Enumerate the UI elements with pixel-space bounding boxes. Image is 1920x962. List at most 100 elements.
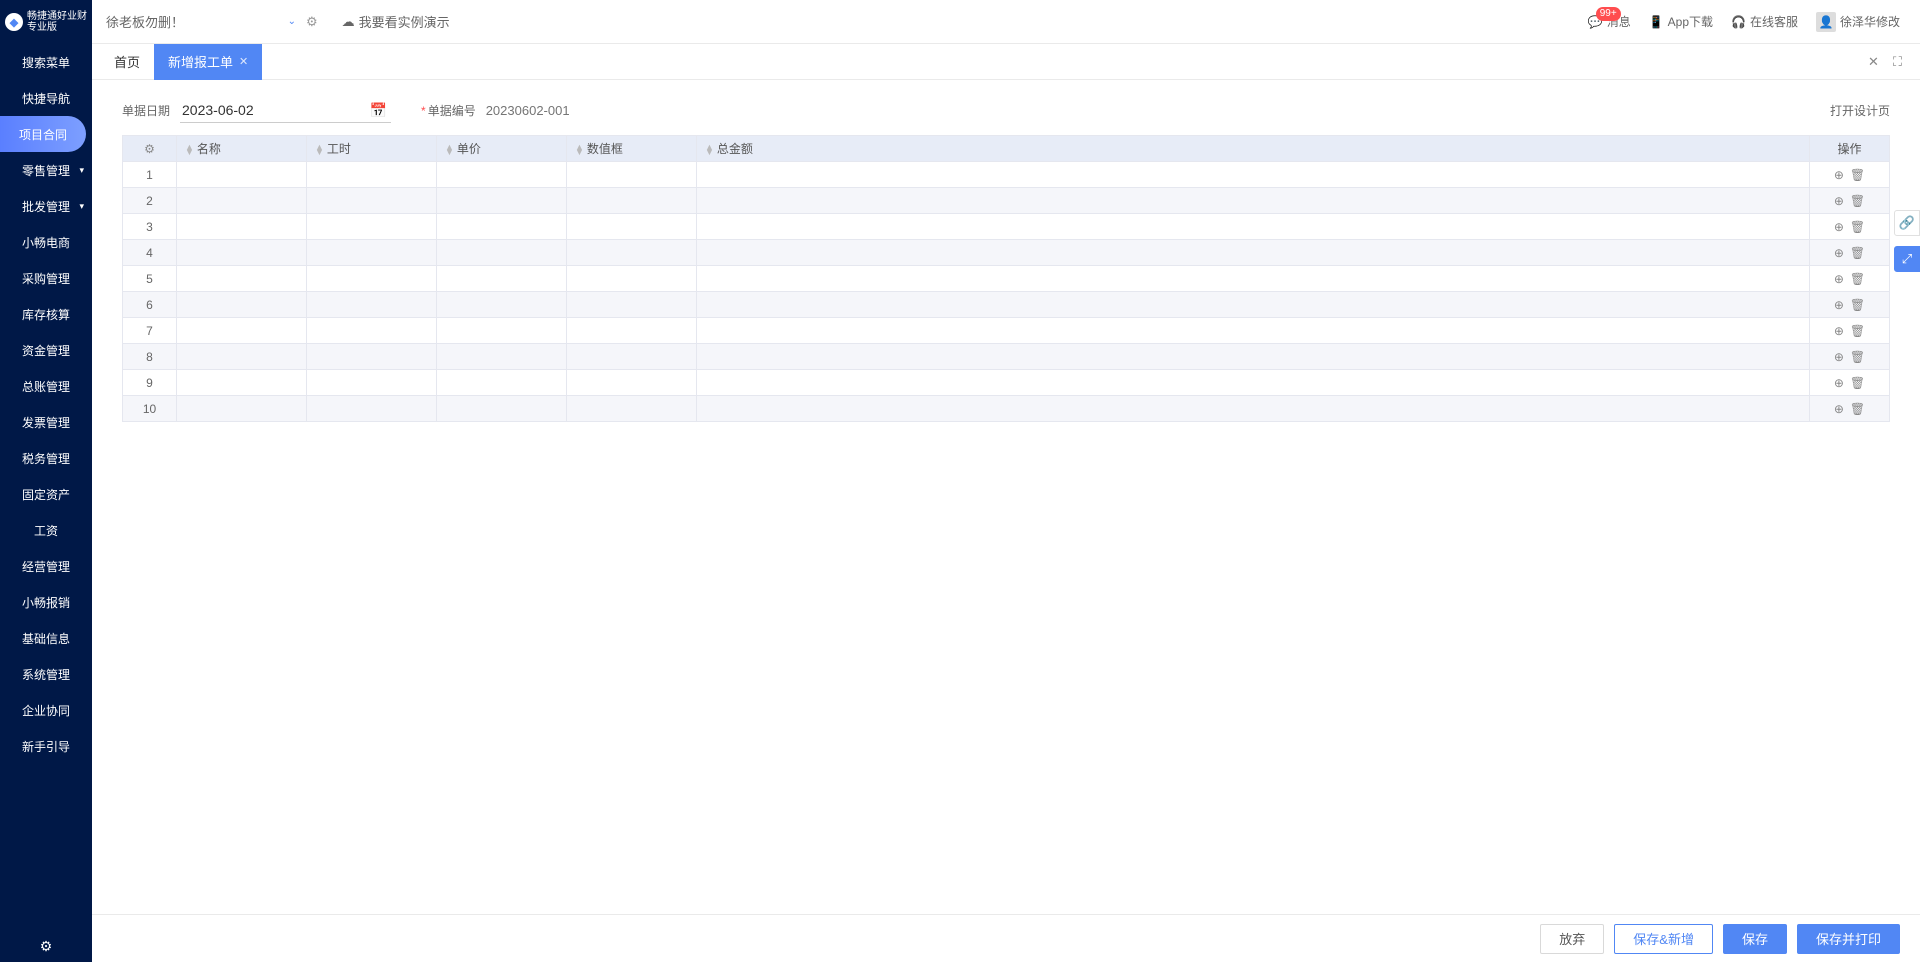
cell-hours[interactable] — [307, 370, 437, 396]
column-settings-icon[interactable]: ⚙ — [123, 136, 177, 162]
demo-link[interactable]: ☁ 我要看实例演示 — [342, 12, 450, 31]
row-add-icon[interactable]: ⊕ — [1834, 272, 1844, 286]
cell-unit-price[interactable] — [437, 266, 567, 292]
cell-name[interactable] — [177, 344, 307, 370]
cell-unit-price[interactable] — [437, 396, 567, 422]
sidebar-item-2[interactable]: 项目合同 — [0, 116, 86, 152]
cell-hours[interactable] — [307, 188, 437, 214]
row-add-icon[interactable]: ⊕ — [1834, 220, 1844, 234]
cell-name[interactable] — [177, 266, 307, 292]
sidebar-item-16[interactable]: 基础信息 — [0, 620, 92, 656]
sidebar-item-13[interactable]: 工资 — [0, 512, 92, 548]
cell-value-box[interactable] — [567, 266, 697, 292]
row-add-icon[interactable]: ⊕ — [1834, 376, 1844, 390]
sidebar-item-19[interactable]: 新手引导 — [0, 728, 92, 764]
sidebar-item-14[interactable]: 经营管理 — [0, 548, 92, 584]
expand-tool[interactable]: ⤢ — [1894, 246, 1920, 272]
cell-name[interactable] — [177, 396, 307, 422]
cell-hours[interactable] — [307, 266, 437, 292]
row-add-icon[interactable]: ⊕ — [1834, 298, 1844, 312]
cell-total[interactable] — [697, 370, 1810, 396]
discard-button[interactable]: 放弃 — [1540, 924, 1604, 954]
sidebar-item-11[interactable]: 税务管理 — [0, 440, 92, 476]
sidebar-item-1[interactable]: 快捷导航 — [0, 80, 92, 116]
cell-total[interactable] — [697, 396, 1810, 422]
cell-hours[interactable] — [307, 344, 437, 370]
row-add-icon[interactable]: ⊕ — [1834, 194, 1844, 208]
cell-unit-price[interactable] — [437, 162, 567, 188]
cell-name[interactable] — [177, 162, 307, 188]
column-header-total[interactable]: ▲▼总金额 — [697, 136, 1810, 162]
sidebar-item-0[interactable]: 搜索菜单 — [0, 44, 92, 80]
save-button[interactable]: 保存 — [1723, 924, 1787, 954]
row-delete-icon[interactable]: 🗑 — [1850, 376, 1865, 390]
cell-name[interactable] — [177, 240, 307, 266]
cell-hours[interactable] — [307, 292, 437, 318]
online-service-button[interactable]: 🎧 在线客服 — [1731, 13, 1798, 30]
cell-total[interactable] — [697, 214, 1810, 240]
cell-value-box[interactable] — [567, 318, 697, 344]
column-header-hours[interactable]: ▲▼工时 — [307, 136, 437, 162]
cell-name[interactable] — [177, 292, 307, 318]
cell-unit-price[interactable] — [437, 344, 567, 370]
sidebar-item-7[interactable]: 库存核算 — [0, 296, 92, 332]
cell-value-box[interactable] — [567, 240, 697, 266]
cell-value-box[interactable] — [567, 214, 697, 240]
row-delete-icon[interactable]: 🗑 — [1850, 298, 1865, 312]
open-design-link[interactable]: 打开设计页 — [1830, 102, 1890, 119]
row-add-icon[interactable]: ⊕ — [1834, 246, 1844, 260]
cell-hours[interactable] — [307, 240, 437, 266]
cell-unit-price[interactable] — [437, 318, 567, 344]
messages-button[interactable]: 99+ 💬 消息 — [1588, 13, 1631, 30]
row-add-icon[interactable]: ⊕ — [1834, 350, 1844, 364]
cell-hours[interactable] — [307, 162, 437, 188]
user-menu[interactable]: 👤 徐泽华修改 — [1816, 12, 1900, 32]
tab-close-icon[interactable]: ✕ — [239, 55, 248, 68]
cell-total[interactable] — [697, 266, 1810, 292]
tabs-close-all-icon[interactable]: ✕ — [1868, 54, 1879, 70]
cell-value-box[interactable] — [567, 188, 697, 214]
sidebar-item-18[interactable]: 企业协同 — [0, 692, 92, 728]
row-delete-icon[interactable]: 🗑 — [1850, 350, 1865, 364]
row-delete-icon[interactable]: 🗑 — [1850, 194, 1865, 208]
row-delete-icon[interactable]: 🗑 — [1850, 220, 1865, 234]
sidebar-item-5[interactable]: 小畅电商 — [0, 224, 92, 260]
cell-total[interactable] — [697, 188, 1810, 214]
cell-hours[interactable] — [307, 396, 437, 422]
cell-name[interactable] — [177, 318, 307, 344]
cell-unit-price[interactable] — [437, 188, 567, 214]
sidebar-item-10[interactable]: 发票管理 — [0, 404, 92, 440]
calendar-icon[interactable]: 📅 — [370, 102, 387, 119]
sidebar-item-4[interactable]: 批发管理▾ — [0, 188, 92, 224]
cell-unit-price[interactable] — [437, 240, 567, 266]
sidebar-item-17[interactable]: 系统管理 — [0, 656, 92, 692]
date-input[interactable] — [180, 98, 391, 123]
row-delete-icon[interactable]: 🗑 — [1850, 168, 1865, 182]
cell-name[interactable] — [177, 370, 307, 396]
cell-unit-price[interactable] — [437, 370, 567, 396]
sidebar-item-12[interactable]: 固定资产 — [0, 476, 92, 512]
row-add-icon[interactable]: ⊕ — [1834, 168, 1844, 182]
tab-new-work-order[interactable]: 新增报工单 ✕ — [154, 44, 262, 80]
cell-unit-price[interactable] — [437, 292, 567, 318]
row-delete-icon[interactable]: 🗑 — [1850, 402, 1865, 416]
workspace-selector[interactable]: 徐老板勿删！ ⌄ — [106, 12, 296, 31]
settings-icon[interactable]: ⚙ — [40, 938, 53, 955]
cell-value-box[interactable] — [567, 396, 697, 422]
row-delete-icon[interactable]: 🗑 — [1850, 272, 1865, 286]
save-and-print-button[interactable]: 保存并打印 — [1797, 924, 1900, 954]
cell-hours[interactable] — [307, 214, 437, 240]
sidebar-item-9[interactable]: 总账管理 — [0, 368, 92, 404]
cell-total[interactable] — [697, 344, 1810, 370]
cell-total[interactable] — [697, 162, 1810, 188]
tab-home[interactable]: 首页 — [100, 44, 154, 80]
cell-total[interactable] — [697, 318, 1810, 344]
cell-unit-price[interactable] — [437, 214, 567, 240]
cell-value-box[interactable] — [567, 292, 697, 318]
cell-total[interactable] — [697, 292, 1810, 318]
row-delete-icon[interactable]: 🗑 — [1850, 246, 1865, 260]
cell-name[interactable] — [177, 214, 307, 240]
sidebar-item-8[interactable]: 资金管理 — [0, 332, 92, 368]
workspace-settings-icon[interactable]: ⚙ — [306, 14, 318, 30]
row-delete-icon[interactable]: 🗑 — [1850, 324, 1865, 338]
